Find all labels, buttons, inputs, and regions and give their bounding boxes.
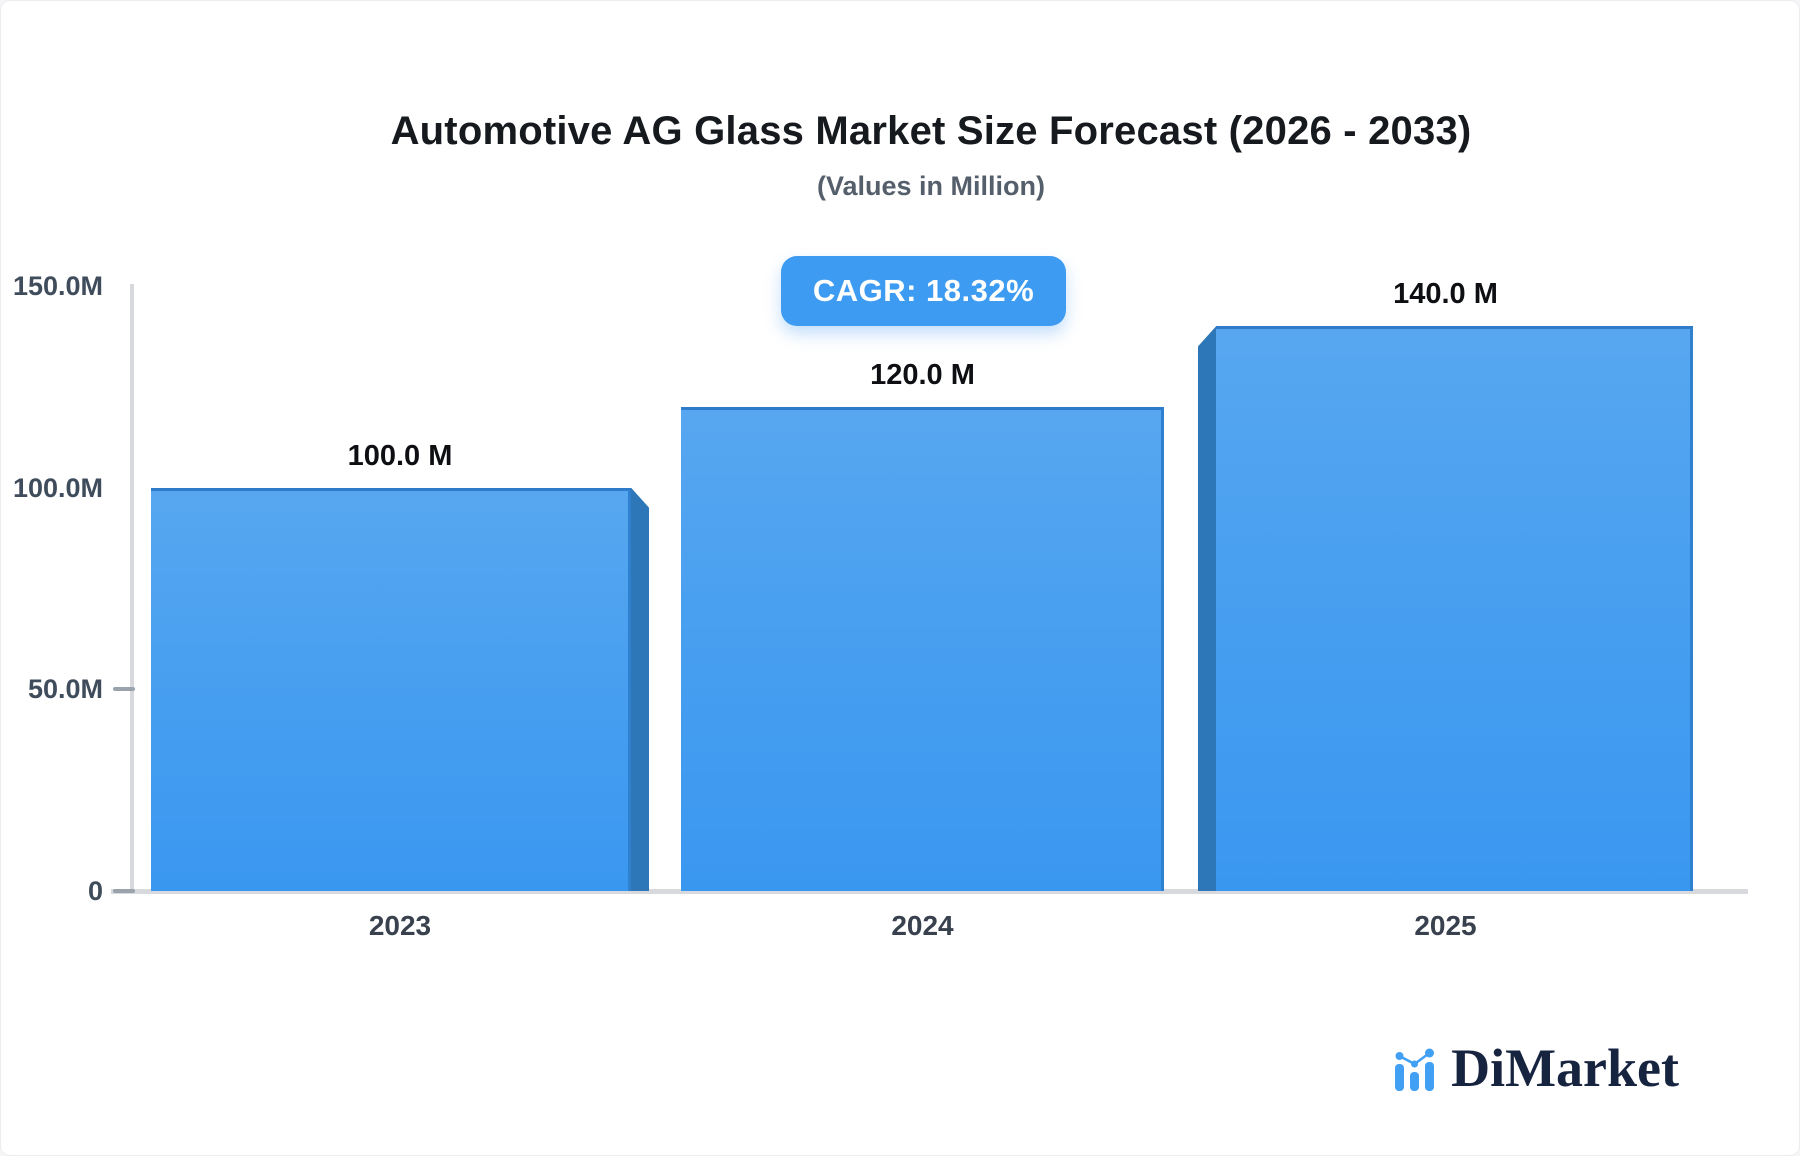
x-tick-label-2024: 2024 [891,910,954,941]
bar-face-2024[interactable] [681,407,1164,891]
y-tick-mark [113,687,135,692]
bar-2025[interactable] [1198,326,1693,891]
bar-3d-side-2023 [631,487,649,891]
y-tick-mark [113,889,135,893]
y-tick-label-100.0M: 100.0M [12,472,103,503]
bar-face-2025[interactable] [1216,326,1693,891]
x-axis-line [111,889,1748,894]
mini-bar-line-chart-icon [1395,1048,1435,1091]
bar-3d-side-2025 [1198,326,1216,891]
y-axis-line [130,284,134,891]
y-tick-label-50.0M: 50.0M [27,674,103,705]
chart-title: Automotive AG Glass Market Size Forecast… [390,109,1472,153]
chart-subtitle: (Values in Million) [816,171,1046,201]
bar-value-label-2024: 120.0 M [870,359,975,391]
bar-2023[interactable] [151,487,649,891]
x-tick-label-2023: 2023 [368,910,432,941]
cagr-badge: CAGR: 18.32% [781,256,1066,326]
bar-value-label-2025: 140.0 M [1393,278,1498,311]
dimarket-logo: DiMarket [1393,1038,1679,1098]
y-tick-label-150.0M: 150.0M [12,271,103,301]
bar-value-label-2023: 100.0 M [347,439,453,472]
x-tick-label-2025: 2025 [1414,910,1477,941]
bar-2024[interactable] [681,407,1164,891]
y-tick-label-0: 0 [87,876,103,906]
bar-face-2023[interactable] [151,487,631,891]
dimarket-logo-text: DiMarket [1451,1038,1679,1098]
